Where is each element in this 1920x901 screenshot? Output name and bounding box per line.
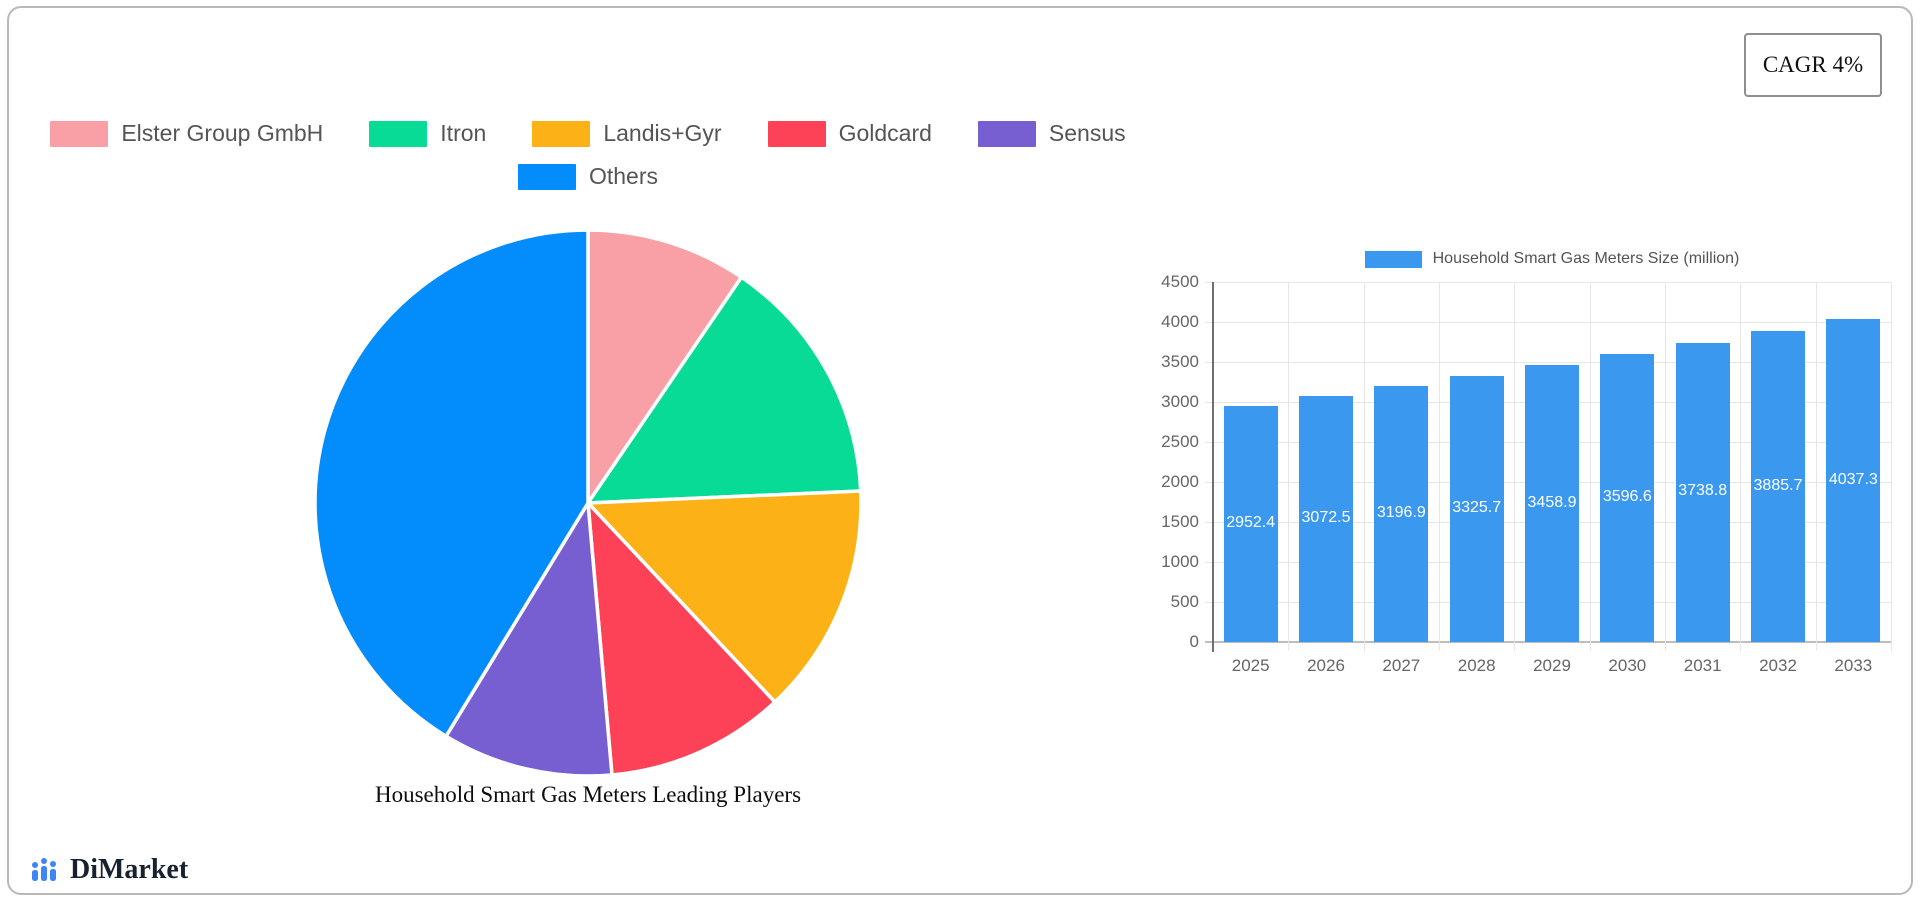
y-gridline — [1205, 362, 1891, 363]
legend-swatch-icon — [517, 163, 576, 190]
pie-legend-item-goldcard[interactable]: Goldcard — [767, 120, 932, 147]
x-gridline — [1288, 282, 1290, 651]
bar-2033[interactable] — [1826, 319, 1881, 642]
y-axis-tick-label: 1000 — [1161, 552, 1199, 571]
x-axis-tick-label: 2027 — [1382, 656, 1421, 675]
x-axis-tick-label: 2033 — [1834, 656, 1873, 675]
x-axis-tick-label: 2025 — [1231, 656, 1270, 675]
pie-slice-goldcard[interactable] — [586, 501, 777, 777]
pie-slice-sensus[interactable] — [444, 501, 614, 778]
x-axis-tick-label: 2030 — [1608, 656, 1647, 675]
bar-2028[interactable] — [1449, 375, 1504, 642]
pie-legend-item-itron[interactable]: Itron — [369, 120, 486, 147]
x-gridline — [1589, 282, 1591, 651]
x-axis-tick-label: 2032 — [1759, 656, 1797, 675]
x-gridline — [1363, 282, 1365, 651]
x-axis-tick-label: 2031 — [1683, 656, 1722, 675]
y-axis-tick-label: 500 — [1170, 592, 1199, 611]
legend-swatch-icon — [767, 120, 826, 147]
legend-label: Elster Group GmbH — [121, 120, 324, 146]
bar-value-label: 3072.5 — [1301, 509, 1351, 527]
cagr-badge: CAGR 4% — [1744, 33, 1882, 97]
pie-slice-itron[interactable] — [586, 275, 863, 505]
bar-value-label: 2952.4 — [1226, 513, 1276, 531]
legend-swatch-icon — [369, 120, 428, 147]
bar-2025[interactable] — [1223, 405, 1278, 642]
y-gridline — [1205, 282, 1891, 283]
x-axis-tick-label: 2028 — [1457, 656, 1496, 675]
pie-chart-title: Household Smart Gas Meters Leading Playe… — [374, 782, 802, 807]
bar-value-label: 3196.9 — [1376, 504, 1426, 522]
legend-swatch-icon — [977, 120, 1036, 147]
y-axis-tick-label: 4500 — [1161, 272, 1199, 291]
pie-slice-others[interactable] — [313, 228, 590, 738]
pie-legend: Elster Group GmbH Itron Landis+Gyr Goldcard… — [28, 120, 1148, 190]
bar-value-label: 4037.3 — [1828, 470, 1878, 488]
brand-name: DiMarket — [70, 854, 189, 885]
pie-legend-item-elster-group-gmbh[interactable]: Elster Group GmbH — [50, 120, 323, 147]
x-gridline — [1815, 282, 1817, 651]
y-gridline — [1205, 322, 1891, 323]
y-axis-tick-label: 2000 — [1161, 472, 1199, 491]
pie-slice-elster-group-gmbh[interactable] — [586, 228, 744, 505]
pie-legend-item-landis-gyr[interactable]: Landis+Gyr — [532, 120, 722, 147]
bar-legend-label: Household Smart Gas Meters Size (million… — [1432, 250, 1740, 267]
y-axis-tick-label: 3500 — [1161, 352, 1199, 371]
bar-2026[interactable] — [1299, 396, 1353, 642]
x-gridline — [1740, 282, 1742, 651]
bar-2031[interactable] — [1675, 342, 1730, 642]
bar-2030[interactable] — [1600, 354, 1655, 642]
legend-label: Itron — [440, 120, 487, 146]
legend-label: Others — [588, 163, 659, 189]
bar-legend[interactable]: Household Smart Gas Meters Size (million… — [1213, 246, 1891, 272]
report-border-frame — [7, 6, 1913, 895]
bar-chart-logo-icon — [32, 858, 56, 881]
legend-label: Goldcard — [838, 120, 932, 146]
bar-value-label: 3458.9 — [1527, 493, 1577, 511]
legend-swatch-icon — [50, 120, 109, 147]
x-axis-tick-label: 2029 — [1533, 656, 1571, 675]
bar-value-label: 3596.6 — [1602, 488, 1652, 506]
y-gridline — [1205, 641, 1891, 643]
bar-2032[interactable] — [1751, 331, 1805, 642]
y-axis-tick-label: 2500 — [1161, 432, 1199, 451]
pie-slice-landis-gyr[interactable] — [586, 489, 863, 704]
x-gridline — [1439, 282, 1440, 651]
y-axis-line — [1212, 282, 1214, 652]
x-gridline — [1891, 282, 1892, 651]
bar-2029[interactable] — [1525, 365, 1579, 642]
bar-value-label: 3885.7 — [1753, 476, 1803, 494]
y-axis-tick-label: 0 — [1189, 632, 1199, 651]
cagr-badge-label: CAGR 4% — [1762, 52, 1864, 77]
x-gridline — [1514, 282, 1516, 651]
y-axis-tick-label: 1500 — [1161, 512, 1199, 531]
bar-chart-plot: 0 500 1000 1500 2000 2500 3000 3500 4000 4500 2952… — [1161, 272, 1892, 675]
bar-value-label: 3325.7 — [1452, 498, 1502, 516]
x-gridline — [1665, 282, 1666, 651]
x-axis-tick-label: 2026 — [1307, 656, 1345, 675]
bar-legend-swatch-icon — [1364, 250, 1422, 268]
pie-legend-item-sensus[interactable]: Sensus — [977, 120, 1126, 147]
y-axis-tick-label: 4000 — [1161, 312, 1199, 331]
y-axis-tick-label: 3000 — [1161, 392, 1199, 411]
legend-label: Landis+Gyr — [603, 120, 722, 146]
pie-chart — [313, 228, 863, 778]
legend-swatch-icon — [532, 120, 591, 147]
legend-label: Sensus — [1048, 120, 1126, 146]
pie-legend-item-others[interactable]: Others — [517, 163, 659, 190]
bar-value-label: 3738.8 — [1678, 482, 1728, 500]
bar-2027[interactable] — [1374, 386, 1429, 642]
brand-logo: DiMarket — [30, 852, 188, 884]
